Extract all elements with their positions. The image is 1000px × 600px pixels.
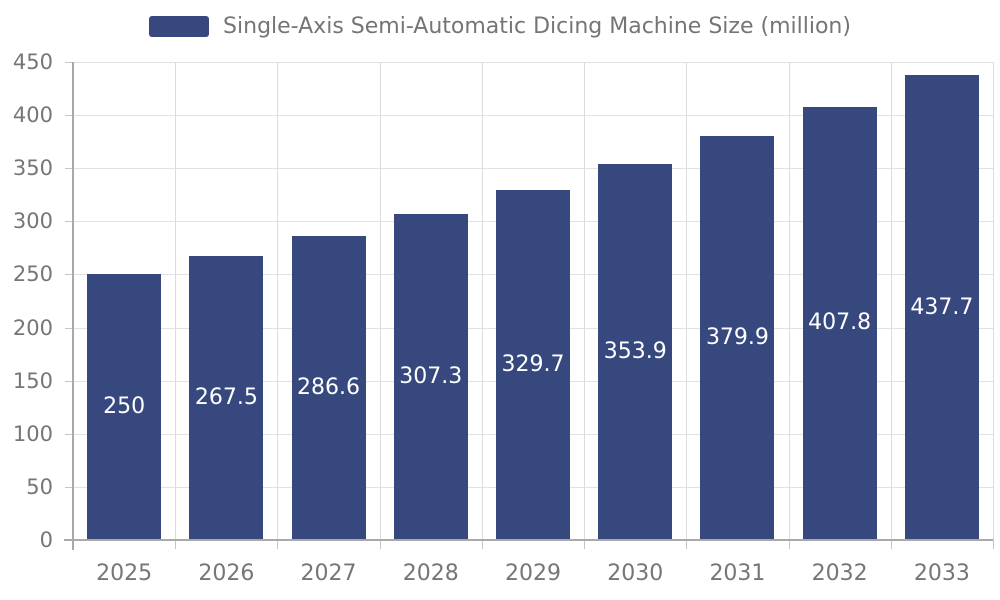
- y-axis-tick: [65, 380, 73, 382]
- bar-value-label: 307.3: [399, 363, 463, 389]
- x-axis-tick: [788, 540, 790, 549]
- x-axis-tick: [890, 540, 892, 549]
- x-axis-category-label: 2028: [402, 561, 459, 586]
- bar-value-label: 286.6: [297, 374, 361, 400]
- legend-label: Single-Axis Semi-Automatic Dicing Machin…: [223, 14, 851, 39]
- y-axis-tick-label: 150: [12, 368, 53, 393]
- x-gridline: [379, 62, 381, 540]
- x-axis-tick: [481, 540, 483, 549]
- y-axis-tick: [65, 168, 73, 170]
- x-axis-category-label: 2033: [913, 561, 970, 586]
- x-axis-category-label: 2029: [504, 561, 561, 586]
- y-gridline: [73, 115, 993, 117]
- x-gridline: [993, 62, 994, 540]
- bar-2031[interactable]: [700, 136, 775, 539]
- bar-2033[interactable]: [904, 75, 979, 539]
- x-axis-tick: [277, 540, 279, 549]
- bar-2029[interactable]: [496, 189, 570, 539]
- y-axis-tick: [65, 62, 73, 63]
- x-gridline: [890, 62, 892, 540]
- x-gridline: [481, 62, 483, 540]
- y-axis-tick-label: 100: [12, 421, 53, 446]
- x-axis-tick: [584, 540, 586, 549]
- y-axis-tick-label: 450: [12, 50, 53, 74]
- bar-value-label: 329.7: [501, 351, 565, 377]
- bar-2032[interactable]: [802, 106, 877, 539]
- y-axis-tick-label: 250: [12, 262, 53, 287]
- y-axis-tick: [65, 115, 73, 117]
- x-axis-tick: [993, 540, 994, 549]
- y-axis-tick-label: 0: [39, 528, 53, 552]
- bar-2030[interactable]: [598, 164, 673, 539]
- y-axis-tick-label: 50: [26, 474, 53, 499]
- y-axis-tick: [65, 221, 73, 223]
- y-axis-tick: [65, 274, 73, 276]
- x-axis-tick: [175, 540, 177, 549]
- bar-value-label: 353.9: [603, 339, 667, 365]
- x-axis-category-label: 2025: [96, 561, 153, 586]
- x-axis-category-label: 2030: [607, 561, 664, 586]
- x-gridline: [175, 62, 177, 540]
- legend-swatch: [149, 16, 210, 37]
- x-gridline: [584, 62, 586, 540]
- bar-2027[interactable]: [291, 235, 366, 539]
- y-gridline: [73, 168, 993, 170]
- x-gridline: [788, 62, 790, 540]
- bar-value-label: 379.9: [705, 325, 769, 351]
- x-axis-tick: [686, 540, 688, 549]
- x-gridline: [686, 62, 688, 540]
- x-gridline: [277, 62, 279, 540]
- y-axis-tick-label: 300: [12, 209, 53, 234]
- bar-value-label: 250: [103, 394, 146, 420]
- y-axis-tick: [65, 433, 73, 435]
- bar-value-label: 407.8: [808, 310, 872, 336]
- x-axis-category-label: 2027: [300, 561, 357, 586]
- y-axis-tick-label: 200: [12, 315, 53, 340]
- bar-value-label: 437.7: [910, 294, 974, 320]
- y-axis-tick-label: 400: [12, 103, 53, 128]
- y-axis-tick: [65, 486, 73, 488]
- bar-2025[interactable]: [87, 274, 162, 539]
- y-axis-tick: [65, 327, 73, 329]
- y-gridline: [73, 62, 993, 63]
- x-axis-category-label: 2031: [709, 561, 766, 586]
- x-axis-category-label: 2032: [811, 561, 868, 586]
- x-axis-tick: [379, 540, 381, 549]
- bar-2028[interactable]: [393, 213, 468, 539]
- x-axis-line: [64, 539, 993, 541]
- bar-2026[interactable]: [189, 255, 264, 539]
- legend-item[interactable]: Single-Axis Semi-Automatic Dicing Machin…: [0, 14, 1000, 39]
- y-axis-tick-label: 350: [12, 156, 53, 181]
- x-axis-category-label: 2026: [198, 561, 255, 586]
- bar-value-label: 267.5: [194, 384, 258, 410]
- y-axis-line: [72, 62, 74, 550]
